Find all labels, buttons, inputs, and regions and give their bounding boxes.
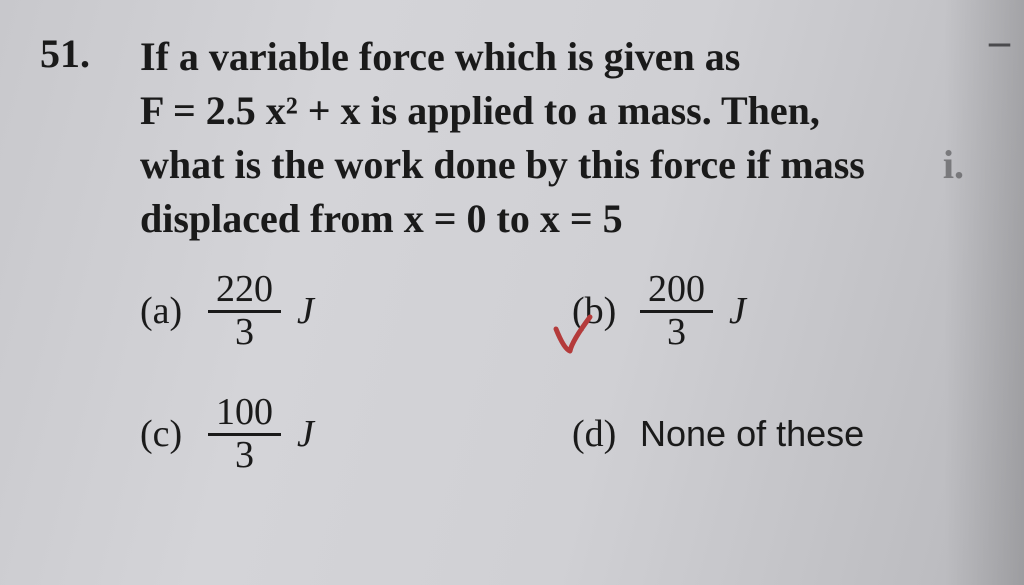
- question-line-4: displaced from x = 0 to x = 5: [140, 192, 964, 246]
- option-a-fraction: 220 3: [208, 270, 281, 353]
- question-body: If a variable force which is given as F …: [140, 30, 964, 476]
- question-equation: F = 2.5 x² + x is applied to a mass. The…: [140, 84, 964, 138]
- option-b: (b) 200 3 J: [572, 270, 964, 353]
- option-b-denominator: 3: [659, 313, 694, 353]
- question-line-3-trail: i.: [943, 138, 964, 192]
- handwritten-tick-icon: [550, 307, 614, 357]
- option-d-label: (d): [572, 409, 628, 460]
- option-b-numerator: 200: [640, 270, 713, 313]
- option-c: (c) 100 3 J: [140, 393, 532, 476]
- question-row: 51. If a variable force which is given a…: [40, 30, 964, 476]
- option-b-fraction: 200 3: [640, 270, 713, 353]
- option-c-denominator: 3: [227, 436, 262, 476]
- question-line-3: what is the work done by this force if m…: [140, 138, 964, 192]
- page-edge-mark: –: [989, 18, 1010, 66]
- question-line-1: If a variable force which is given as: [140, 30, 964, 84]
- option-a-numerator: 220: [208, 270, 281, 313]
- option-c-unit: J: [297, 409, 314, 460]
- question-number: 51.: [40, 30, 140, 77]
- option-c-fraction: 100 3: [208, 393, 281, 476]
- question-block: 51. If a variable force which is given a…: [0, 0, 1024, 476]
- option-a: (a) 220 3 J: [140, 270, 532, 353]
- option-d: (d) None of these: [572, 393, 964, 476]
- option-a-unit: J: [297, 286, 314, 337]
- option-a-denominator: 3: [227, 313, 262, 353]
- option-b-unit: J: [729, 286, 746, 337]
- options-grid: (a) 220 3 J (b) 200 3 J: [140, 270, 964, 476]
- question-line-3-main: what is the work done by this force if m…: [140, 142, 865, 187]
- option-c-label: (c): [140, 409, 196, 460]
- option-d-text: None of these: [640, 410, 864, 459]
- option-c-numerator: 100: [208, 393, 281, 436]
- option-a-label: (a): [140, 286, 196, 337]
